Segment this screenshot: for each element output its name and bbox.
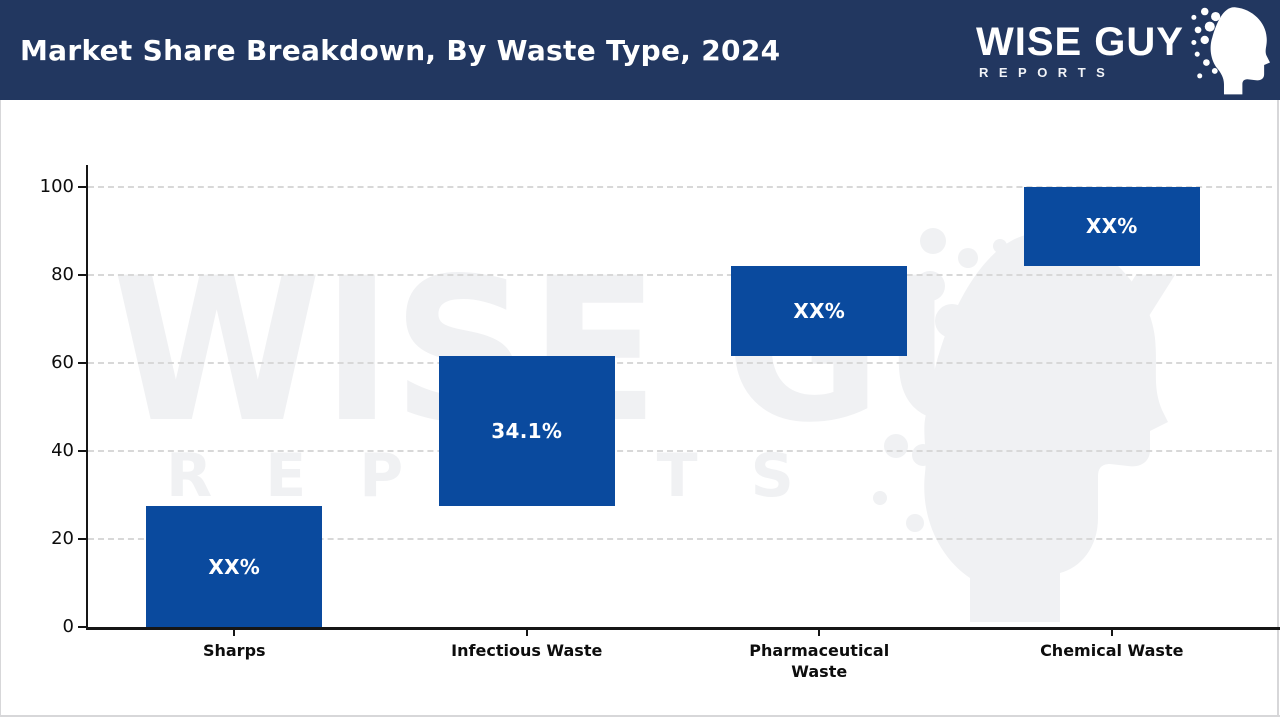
plot-area: 0 20 40 60 80 100 XX% Sharps 34.1% Infectious Was… bbox=[40, 165, 1280, 681]
bar-infectious-waste: 34.1% bbox=[438, 356, 615, 507]
x-tick bbox=[1110, 629, 1113, 636]
bar-value-label: XX% bbox=[793, 299, 846, 324]
logo-subtext: REPORTS bbox=[978, 64, 1116, 80]
logo-text: WISE GUY REPORTS bbox=[976, 22, 1184, 79]
wiseguy-logo: WISE GUY REPORTS bbox=[976, 4, 1272, 96]
y-tick-label: 40 bbox=[51, 440, 74, 461]
gridline-60 bbox=[88, 362, 1272, 364]
y-tick bbox=[78, 626, 86, 628]
x-tick-label: Pharmaceutical Waste bbox=[749, 641, 890, 681]
y-axis-line bbox=[86, 165, 88, 629]
gridline-80 bbox=[88, 274, 1272, 276]
y-tick-label: 60 bbox=[51, 352, 74, 373]
gridline-40 bbox=[88, 450, 1272, 452]
header: Market Share Breakdown, By Waste Type, 2… bbox=[0, 0, 1280, 100]
y-tick-label: 100 bbox=[39, 176, 74, 197]
page-border-left bbox=[0, 100, 1, 715]
y-tick-label: 0 bbox=[62, 616, 74, 637]
page-border-right bbox=[1277, 100, 1279, 715]
x-tick-label: Infectious Waste bbox=[451, 641, 603, 660]
y-tick bbox=[78, 450, 86, 452]
x-tick-label: Chemical Waste bbox=[1040, 641, 1184, 660]
x-axis-line bbox=[86, 627, 1280, 630]
x-tick bbox=[818, 629, 821, 636]
y-tick-label: 20 bbox=[51, 528, 74, 549]
gridline-20 bbox=[88, 538, 1272, 540]
y-tick bbox=[78, 538, 86, 540]
gridline-100 bbox=[88, 186, 1272, 188]
y-tick-label: 80 bbox=[51, 264, 74, 285]
x-tick-label: Sharps bbox=[202, 641, 266, 660]
bar-value-label: XX% bbox=[1085, 214, 1138, 239]
chart-title: Market Share Breakdown, By Waste Type, 2… bbox=[20, 33, 781, 67]
bar-sharps: XX% bbox=[146, 506, 323, 627]
logo-head-icon bbox=[1191, 7, 1270, 95]
x-tick bbox=[525, 629, 528, 636]
bar-pharmaceutical-waste: XX% bbox=[731, 265, 908, 357]
page-border-bottom bbox=[0, 715, 1280, 717]
bar-value-label: 34.1% bbox=[491, 419, 563, 444]
y-tick bbox=[78, 186, 86, 188]
bar-chemical-waste: XX% bbox=[1023, 187, 1200, 266]
logo-wordmark: WISE GUY bbox=[975, 19, 1184, 64]
y-tick bbox=[78, 274, 86, 276]
y-tick bbox=[78, 362, 86, 364]
bar-value-label: XX% bbox=[208, 554, 261, 579]
x-tick bbox=[233, 629, 236, 636]
